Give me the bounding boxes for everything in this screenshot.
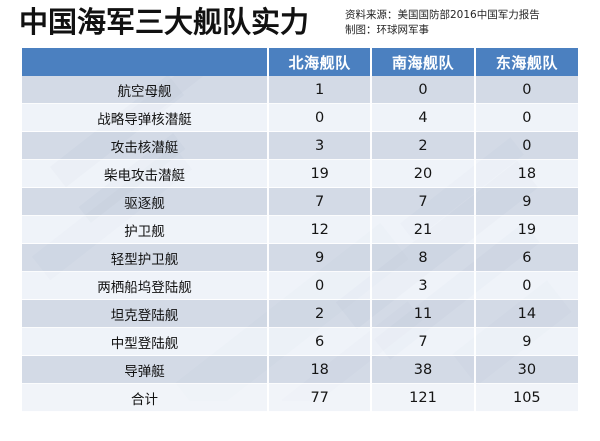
cell-east-sea: 0 — [474, 103, 578, 132]
table-header: 北海舰队 南海舰队 东海舰队 — [22, 48, 578, 76]
table-row: 攻击核潜艇 3 2 0 — [22, 131, 578, 160]
cell-east-sea: 9 — [474, 327, 578, 356]
source-credit-block: 资料来源：美国国防部2016中国军力报告 制图：环球网军事 — [345, 8, 540, 38]
cell-south-sea: 7 — [371, 187, 476, 216]
cell-east-sea: 18 — [474, 159, 578, 188]
cell-south-sea: 11 — [371, 299, 476, 328]
cell-east-sea: 14 — [474, 299, 578, 328]
cell-north-sea: 9 — [268, 243, 373, 272]
row-label: 中型登陆舰 — [22, 327, 269, 356]
cell-north-sea: 0 — [268, 103, 373, 132]
cell-south-sea: 7 — [371, 327, 476, 356]
row-label: 攻击核潜艇 — [22, 131, 269, 160]
cell-south-sea: 38 — [371, 355, 476, 384]
row-label: 驱逐舰 — [22, 187, 269, 216]
table-row: 坦克登陆舰 2 11 14 — [22, 299, 578, 328]
table-row: 导弹艇 18 38 30 — [22, 355, 578, 384]
row-label-total: 合计 — [22, 383, 269, 412]
cell-north-sea: 12 — [268, 215, 373, 244]
table-row: 柴电攻击潜艇 19 20 18 — [22, 159, 578, 188]
cell-north-sea: 7 — [268, 187, 373, 216]
column-header-east-sea-fleet: 东海舰队 — [474, 48, 578, 76]
table-row: 中型登陆舰 6 7 9 — [22, 327, 578, 356]
table-row: 两栖船坞登陆舰 0 3 0 — [22, 271, 578, 300]
cell-north-sea: 18 — [268, 355, 373, 384]
total-north-sea: 77 — [268, 383, 373, 412]
row-label: 航空母舰 — [22, 76, 269, 104]
cell-north-sea: 3 — [268, 131, 373, 160]
total-south-sea: 121 — [371, 383, 476, 412]
table-header-row: 北海舰队 南海舰队 东海舰队 — [22, 48, 578, 76]
page-title: 中国海军三大舰队实力 — [19, 5, 310, 39]
column-header-south-sea-fleet: 南海舰队 — [371, 48, 476, 76]
cell-east-sea: 9 — [474, 187, 578, 216]
table-row: 护卫舰 12 21 19 — [22, 215, 578, 244]
row-label: 战略导弹核潜艇 — [22, 103, 269, 132]
cell-east-sea: 0 — [474, 271, 578, 300]
cell-east-sea: 0 — [474, 76, 578, 104]
table-row: 航空母舰 1 0 0 — [22, 76, 578, 104]
table-row: 战略导弹核潜艇 0 4 0 — [22, 103, 578, 132]
page-header: 中国海军三大舰队实力 资料来源：美国国防部2016中国军力报告 制图：环球网军事 — [0, 0, 600, 46]
cell-east-sea: 6 — [474, 243, 578, 272]
cell-south-sea: 0 — [371, 76, 476, 104]
row-label: 柴电攻击潜艇 — [22, 159, 269, 188]
cell-north-sea: 6 — [268, 327, 373, 356]
row-label: 两栖船坞登陆舰 — [22, 271, 269, 300]
fleet-strength-table: 北海舰队 南海舰队 东海舰队 航空母舰 1 0 0 战略导弹核潜艇 0 4 0 … — [22, 48, 578, 412]
total-east-sea: 105 — [474, 383, 578, 412]
cell-east-sea: 0 — [474, 131, 578, 160]
cell-north-sea: 2 — [268, 299, 373, 328]
table-row: 驱逐舰 7 7 9 — [22, 187, 578, 216]
cell-south-sea: 20 — [371, 159, 476, 188]
cell-east-sea: 19 — [474, 215, 578, 244]
row-label: 轻型护卫舰 — [22, 243, 269, 272]
cell-east-sea: 30 — [474, 355, 578, 384]
cell-south-sea: 4 — [371, 103, 476, 132]
table-body: 航空母舰 1 0 0 战略导弹核潜艇 0 4 0 攻击核潜艇 3 2 0 柴电攻… — [22, 76, 578, 412]
source-line: 资料来源：美国国防部2016中国军力报告 — [345, 9, 540, 21]
cell-south-sea: 21 — [371, 215, 476, 244]
table-row: 轻型护卫舰 9 8 6 — [22, 243, 578, 272]
cell-south-sea: 3 — [371, 271, 476, 300]
column-header-blank — [22, 48, 269, 76]
cell-north-sea: 19 — [268, 159, 373, 188]
cell-north-sea: 1 — [268, 76, 373, 104]
row-label: 坦克登陆舰 — [22, 299, 269, 328]
cell-south-sea: 2 — [371, 131, 476, 160]
row-label: 护卫舰 — [22, 215, 269, 244]
credit-line: 制图：环球网军事 — [345, 24, 429, 36]
cell-south-sea: 8 — [371, 243, 476, 272]
table-row-total: 合计 77 121 105 — [22, 383, 578, 412]
column-header-north-sea-fleet: 北海舰队 — [268, 48, 373, 76]
cell-north-sea: 0 — [268, 271, 373, 300]
row-label: 导弹艇 — [22, 355, 269, 384]
